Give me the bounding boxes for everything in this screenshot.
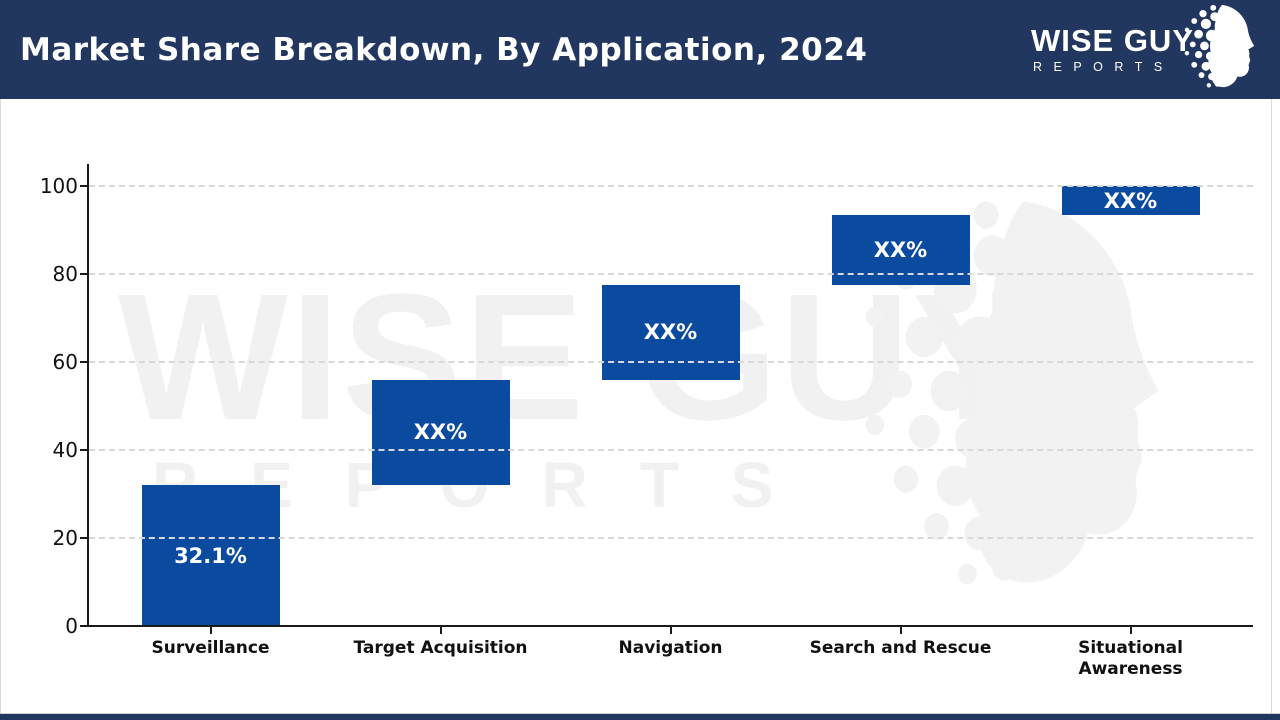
footer-bar: [0, 713, 1280, 720]
gridline-100: [89, 185, 1253, 188]
gridline-40: [89, 449, 1253, 452]
bar-target-acquisition: XX%: [371, 379, 510, 486]
category-label: Search and Rescue: [809, 638, 992, 658]
category-label: Navigation: [618, 638, 723, 658]
page-title: Market Share Breakdown, By Application, …: [20, 31, 868, 68]
x-axis-line: [87, 625, 1253, 627]
bar-navigation: XX%: [601, 285, 740, 380]
x-tick: [669, 627, 672, 634]
x-tick: [899, 627, 902, 634]
y-tick-label: 20: [52, 526, 78, 551]
bar-surveillance: 32.1%: [141, 485, 280, 627]
y-tick-label: 40: [52, 438, 78, 463]
gridline-20: [89, 537, 1253, 540]
y-tick: [80, 273, 87, 276]
y-tick: [80, 537, 87, 540]
dotted-face-icon: [1184, 4, 1255, 88]
bar-value-label: XX%: [873, 238, 928, 263]
y-tick-label: 60: [52, 350, 78, 375]
bar-value-label: XX%: [1103, 188, 1158, 213]
y-tick-label: 100: [39, 174, 78, 199]
gridline-80: [89, 273, 1253, 276]
y-tick-label: 80: [52, 262, 78, 287]
bar-value-label: XX%: [413, 420, 468, 445]
y-axis-line: [87, 164, 89, 627]
logo-wordmark: WISE GUY: [1030, 23, 1194, 58]
bar-situational-awareness: XX%: [1061, 186, 1200, 216]
category-label: Surveillance: [151, 638, 270, 658]
logo-subtext: REPORTS: [1032, 60, 1174, 74]
wise-guy-reports-logo: WISE GUY REPORTS: [1031, 0, 1266, 99]
x-tick: [439, 627, 442, 634]
y-tick: [80, 625, 87, 628]
category-label: Target Acquisition: [353, 638, 528, 658]
gridline-60: [89, 361, 1253, 364]
header-bar: Market Share Breakdown, By Application, …: [0, 0, 1280, 99]
bar-value-label: 32.1%: [174, 543, 247, 568]
y-tick: [80, 449, 87, 452]
x-tick: [209, 627, 212, 634]
category-label: Situational Awareness: [1078, 638, 1183, 679]
y-tick: [80, 185, 87, 188]
bar-value-label: XX%: [643, 320, 698, 345]
x-tick: [1129, 627, 1132, 634]
y-tick: [80, 361, 87, 364]
y-tick-label: 0: [65, 614, 78, 639]
